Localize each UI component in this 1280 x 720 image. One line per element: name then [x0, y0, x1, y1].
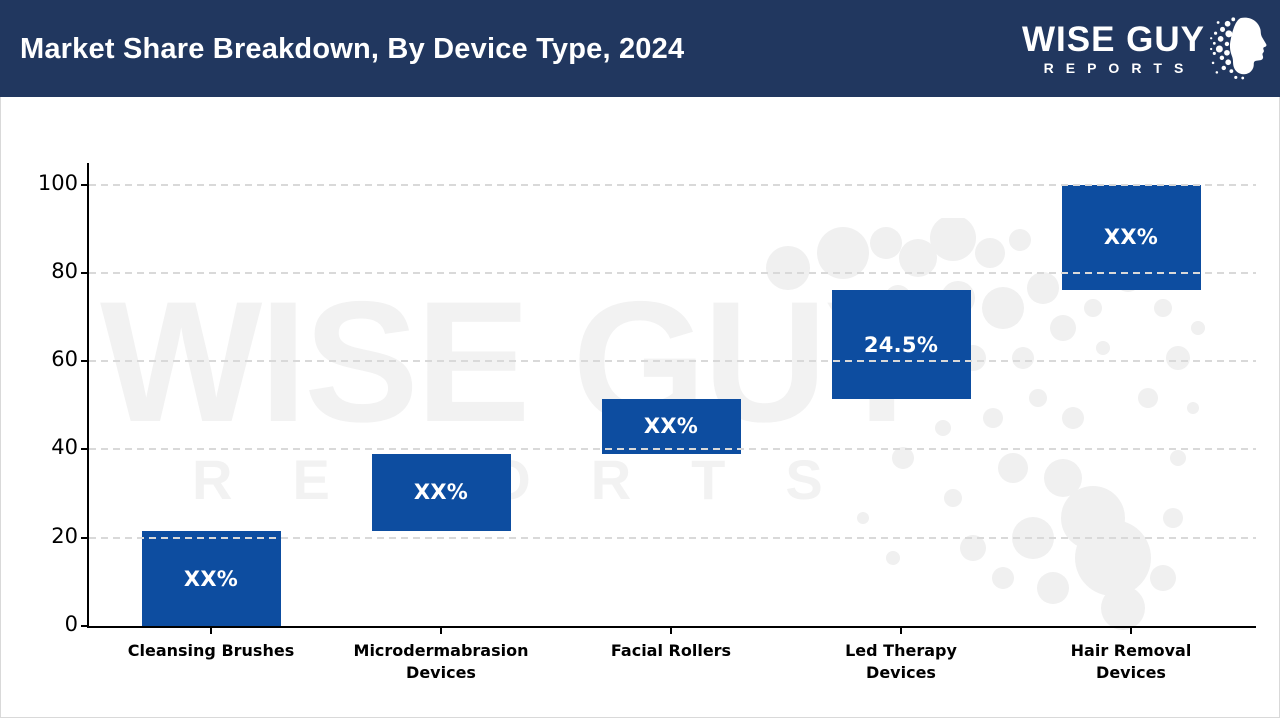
wiseguy-logo: WISE GUY REPORTS [1022, 6, 1268, 92]
gridline [89, 183, 1256, 186]
bar-value-label: XX% [1103, 225, 1159, 250]
bar: XX% [141, 531, 281, 626]
gridline [89, 448, 1256, 451]
y-tick-label: 20 [51, 523, 78, 548]
bar: XX% [371, 453, 511, 532]
y-tick-mark [81, 360, 87, 363]
x-axis-category-label: Hair Removal Devices [1070, 641, 1192, 682]
y-axis-line [87, 163, 89, 628]
y-tick-label: 40 [51, 435, 78, 460]
x-tick-mark [210, 628, 212, 634]
gridline [89, 271, 1256, 274]
logo-reports-label: REPORTS [1043, 60, 1196, 76]
gridline [89, 360, 1256, 363]
x-tick-mark [670, 628, 672, 634]
wiseguy-logo-text: WISE GUY REPORTS [1022, 22, 1205, 76]
bar-value-label: XX% [183, 566, 239, 591]
page-title: Market Share Breakdown, By Device Type, … [20, 33, 685, 65]
bar-value-label: 24.5% [863, 332, 939, 357]
y-tick-mark [81, 183, 87, 186]
bar-value-label: XX% [413, 480, 469, 505]
wiseguy-face-icon [1210, 17, 1267, 80]
bar-value-label: XX% [643, 414, 699, 439]
x-tick-mark [440, 628, 442, 634]
y-tick-mark [81, 625, 87, 627]
frame-border-left [0, 97, 1, 718]
y-tick-label: 100 [37, 170, 78, 195]
watermark-dotted-head [766, 218, 1205, 630]
logo-wiseguy-label: WISE GUY [1021, 20, 1205, 59]
bar: XX% [1061, 184, 1201, 291]
y-tick-label: 60 [51, 347, 78, 372]
x-axis-category-label: Cleansing Brushes [127, 641, 295, 660]
x-axis-category-label: Facial Rollers [610, 641, 732, 660]
x-tick-mark [1130, 628, 1132, 634]
y-tick-label: 80 [51, 258, 78, 283]
y-tick-label: 0 [64, 612, 78, 636]
bar: 24.5% [831, 290, 971, 399]
y-tick-mark [81, 448, 87, 451]
x-tick-mark [900, 628, 902, 634]
x-axis-line [87, 626, 1256, 628]
y-tick-mark [81, 271, 87, 274]
frame-border-bottom [0, 717, 1280, 718]
y-tick-mark [81, 536, 87, 539]
bar: XX% [601, 398, 741, 454]
page-header: Market Share Breakdown, By Device Type, … [0, 0, 1280, 97]
x-axis-category-label: Led Therapy Devices [845, 641, 957, 682]
x-axis-category-label: Microdermabrasion Devices [353, 641, 529, 682]
gridline [89, 536, 1256, 539]
